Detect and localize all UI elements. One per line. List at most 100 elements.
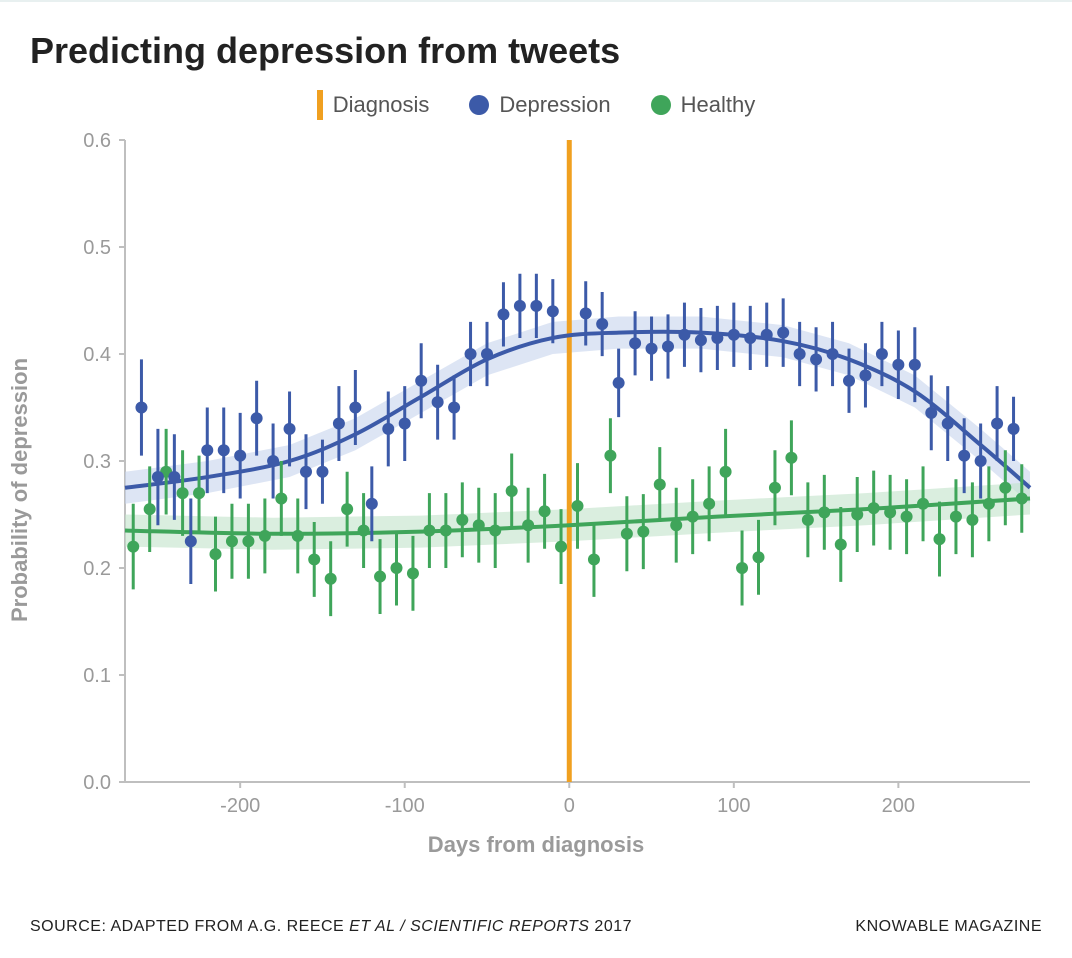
data-point	[127, 541, 139, 553]
data-point	[703, 498, 715, 510]
data-point	[193, 487, 205, 499]
data-point	[226, 535, 238, 547]
data-point	[629, 337, 641, 349]
data-point	[465, 348, 477, 360]
data-point	[242, 535, 254, 547]
data-point	[349, 402, 361, 414]
data-point	[473, 519, 485, 531]
data-point	[621, 528, 633, 540]
data-point	[909, 359, 921, 371]
data-point	[292, 530, 304, 542]
source-italic: ET AL / SCIENTIFIC REPORTS	[349, 918, 589, 935]
data-point	[695, 334, 707, 346]
data-point	[753, 551, 765, 563]
data-point	[654, 479, 666, 491]
data-point	[646, 343, 658, 355]
data-point	[966, 514, 978, 526]
data-point	[555, 541, 567, 553]
y-tick-label: 0.3	[83, 451, 111, 473]
legend-healthy: Healthy	[651, 92, 756, 118]
data-point	[991, 418, 1003, 430]
depression-swatch-icon	[469, 95, 489, 115]
data-point	[456, 514, 468, 526]
data-point	[366, 498, 378, 510]
x-tick-label: -200	[220, 795, 260, 817]
data-point	[382, 423, 394, 435]
data-point	[267, 455, 279, 467]
x-tick-label: 100	[717, 795, 750, 817]
data-point	[588, 553, 600, 565]
y-tick-label: 0.6	[83, 130, 111, 152]
data-point	[637, 526, 649, 538]
legend-diagnosis: Diagnosis	[317, 90, 430, 120]
data-point	[851, 509, 863, 521]
source-prefix: SOURCE: ADAPTED FROM A.G. REECE	[30, 918, 349, 935]
data-point	[999, 482, 1011, 494]
data-point	[777, 327, 789, 339]
data-point	[201, 444, 213, 456]
data-point	[868, 502, 880, 514]
data-point	[325, 573, 337, 585]
data-point	[423, 525, 435, 537]
data-point	[604, 450, 616, 462]
legend-depression: Depression	[469, 92, 610, 118]
source-line: SOURCE: ADAPTED FROM A.G. REECE ET AL / …	[30, 918, 632, 936]
data-point	[185, 535, 197, 547]
data-point	[876, 348, 888, 360]
data-point	[859, 369, 871, 381]
data-point	[736, 562, 748, 574]
data-point	[308, 553, 320, 565]
data-point	[284, 423, 296, 435]
data-point	[440, 525, 452, 537]
data-point	[135, 402, 147, 414]
x-tick-label: 0	[564, 795, 575, 817]
data-point	[580, 307, 592, 319]
data-point	[818, 506, 830, 518]
data-point	[802, 514, 814, 526]
data-point	[358, 525, 370, 537]
data-point	[711, 332, 723, 344]
data-point	[678, 329, 690, 341]
data-point	[950, 511, 962, 523]
source-suffix: 2017	[589, 918, 632, 935]
data-point	[514, 300, 526, 312]
data-point	[251, 412, 263, 424]
data-point	[835, 538, 847, 550]
data-point	[374, 571, 386, 583]
data-point	[942, 418, 954, 430]
data-point	[720, 466, 732, 478]
data-point	[391, 562, 403, 574]
data-point	[769, 482, 781, 494]
data-point	[1016, 492, 1028, 504]
data-point	[218, 444, 230, 456]
data-point	[843, 375, 855, 387]
data-point	[901, 511, 913, 523]
data-point	[983, 498, 995, 510]
y-tick-label: 0.2	[83, 558, 111, 580]
data-point	[917, 498, 929, 510]
data-point	[481, 348, 493, 360]
data-point	[530, 300, 542, 312]
data-point	[884, 506, 896, 518]
data-point	[547, 305, 559, 317]
data-point	[810, 353, 822, 365]
footer: SOURCE: ADAPTED FROM A.G. REECE ET AL / …	[30, 918, 1042, 936]
legend-depression-label: Depression	[499, 92, 610, 118]
legend: Diagnosis Depression Healthy	[30, 90, 1042, 120]
data-point	[506, 485, 518, 497]
chart-title: Predicting depression from tweets	[30, 30, 1042, 72]
data-point	[144, 503, 156, 515]
data-point	[275, 492, 287, 504]
y-tick-label: 0.1	[83, 665, 111, 687]
data-point	[448, 402, 460, 414]
data-point	[489, 525, 501, 537]
data-point	[522, 519, 534, 531]
publisher: KNOWABLE MAGAZINE	[855, 918, 1042, 936]
data-point	[300, 466, 312, 478]
legend-healthy-label: Healthy	[681, 92, 756, 118]
data-point	[234, 450, 246, 462]
data-point	[934, 533, 946, 545]
healthy-series	[127, 418, 1028, 616]
data-point	[415, 375, 427, 387]
data-point	[152, 471, 164, 483]
